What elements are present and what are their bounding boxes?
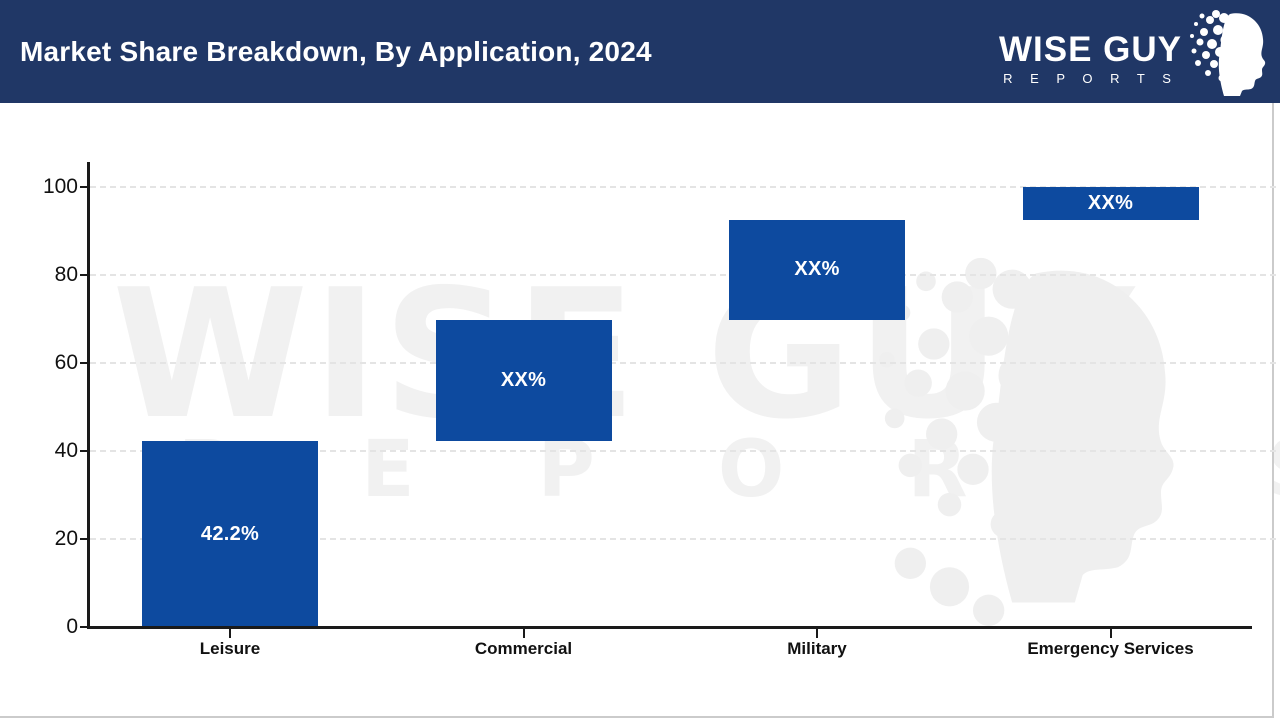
logo-wordmark: WISE GUY bbox=[998, 29, 1182, 69]
x-axis-line bbox=[87, 626, 1252, 629]
x-category-label: Commercial bbox=[474, 639, 573, 658]
bar-value-label: XX% bbox=[500, 369, 547, 392]
chart-area: WISE GUY R E P O R T S 0 20 4 bbox=[0, 103, 1280, 720]
y-tick-mark bbox=[80, 362, 88, 364]
grid-line bbox=[90, 186, 1276, 188]
grid-line bbox=[90, 450, 1276, 452]
y-tick-mark bbox=[80, 274, 88, 276]
x-tick-mark bbox=[522, 629, 525, 638]
bar-segment: 42.2% bbox=[142, 441, 318, 627]
bar-segment: XX% bbox=[1022, 187, 1199, 220]
bar-segment: XX% bbox=[435, 319, 612, 442]
grid-line bbox=[90, 362, 1276, 364]
bar-value-label: XX% bbox=[794, 258, 840, 281]
y-tick-mark bbox=[80, 626, 88, 628]
bar-value-label: XX% bbox=[1087, 191, 1134, 214]
y-tick-mark bbox=[80, 450, 88, 452]
header-bar: Market Share Breakdown, By Application, … bbox=[0, 0, 1280, 103]
y-tick-label: 80 bbox=[54, 263, 78, 286]
watermark-subtitle: R E P O R T S bbox=[178, 425, 1280, 515]
bottom-edge-divider bbox=[0, 716, 1274, 718]
y-axis-line bbox=[87, 162, 90, 629]
bar-segment: XX% bbox=[729, 219, 905, 320]
bar-value-label: 42.2% bbox=[200, 522, 260, 545]
y-tick-label: 0 bbox=[66, 615, 78, 638]
x-tick-mark bbox=[816, 629, 818, 638]
x-category-label: Emergency Services bbox=[1027, 639, 1194, 658]
wiseguy-head-icon bbox=[1190, 10, 1266, 96]
logo-text: WISE GUY R E P O R T S bbox=[999, 17, 1182, 86]
y-tick-mark bbox=[80, 538, 88, 540]
y-tick-label: 100 bbox=[42, 175, 78, 198]
grid-line bbox=[90, 274, 1276, 276]
y-tick-mark bbox=[80, 186, 88, 188]
wiseguy-logo: WISE GUY R E P O R T S bbox=[999, 6, 1268, 96]
y-tick-label: 20 bbox=[54, 527, 78, 550]
right-edge-divider bbox=[1272, 103, 1274, 718]
x-category-label: Military bbox=[787, 639, 847, 658]
page-title: Market Share Breakdown, By Application, … bbox=[20, 35, 652, 67]
watermark-wordmark: WISE GUY bbox=[112, 251, 1138, 458]
y-tick-label: 60 bbox=[54, 351, 78, 374]
x-tick-mark bbox=[1109, 629, 1112, 638]
x-category-label: Leisure bbox=[199, 639, 261, 658]
logo-subtitle: R E P O R T S bbox=[1003, 70, 1178, 86]
y-tick-label: 40 bbox=[54, 439, 78, 462]
grid-line bbox=[90, 538, 1276, 540]
x-tick-mark bbox=[229, 629, 231, 638]
